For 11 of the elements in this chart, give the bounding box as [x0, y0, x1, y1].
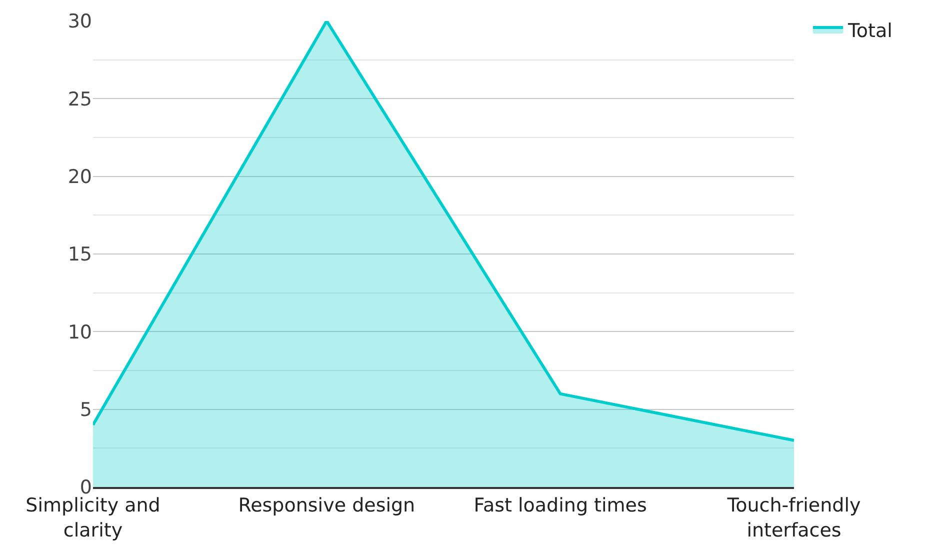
- legend-label: Total: [847, 20, 892, 42]
- x-tick-label: Responsive design: [238, 494, 416, 517]
- y-tick-label: 10: [68, 321, 92, 344]
- y-tick-label: 5: [80, 398, 92, 421]
- y-tick-label: 30: [68, 10, 92, 33]
- y-tick-label: 25: [68, 88, 92, 110]
- x-tick-label: Touch-friendly interfaces: [726, 494, 861, 542]
- x-tick-label: Simplicity and clarity: [26, 494, 160, 542]
- y-tick-label: 20: [68, 166, 92, 188]
- x-tick-label: Fast loading times: [474, 494, 647, 517]
- y-tick-label: 15: [68, 244, 92, 266]
